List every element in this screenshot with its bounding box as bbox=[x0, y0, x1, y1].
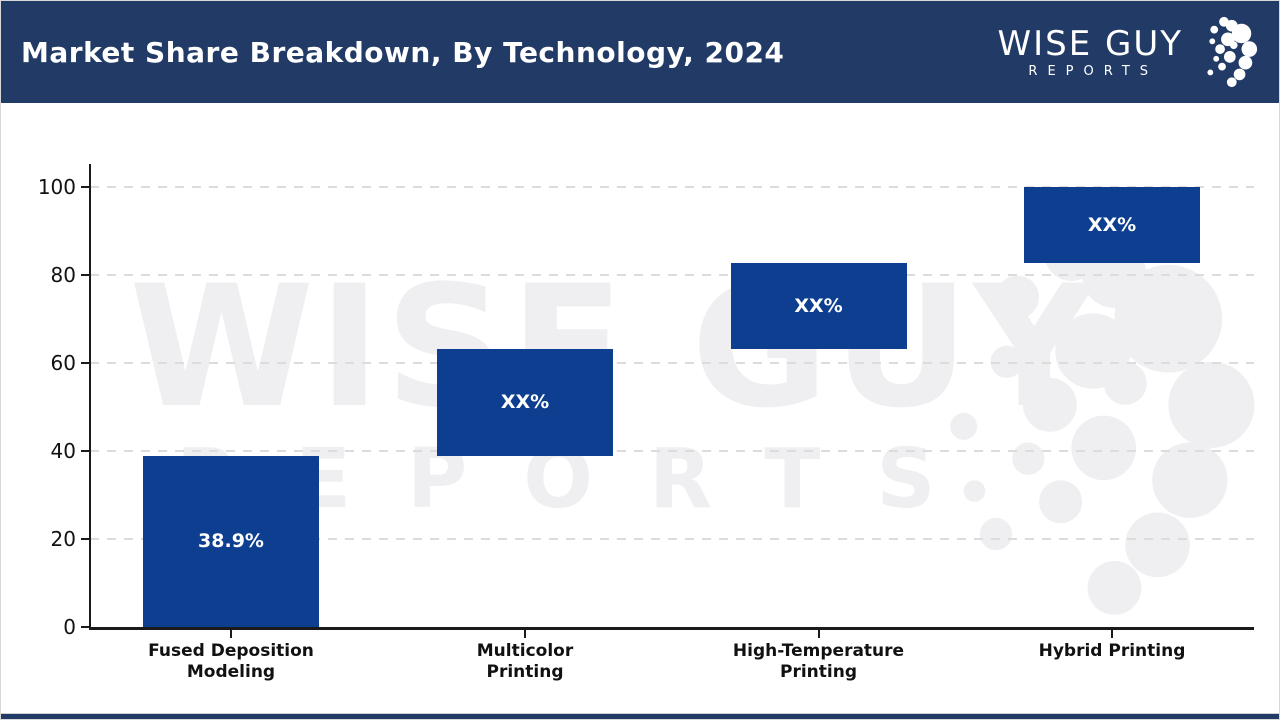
y-axis-tick-80 bbox=[81, 274, 89, 276]
bar-high-temperature-printing: XX% bbox=[730, 263, 907, 349]
gridline-20 bbox=[90, 538, 1254, 540]
watermark-face-dots bbox=[950, 227, 1255, 615]
brand-logo: WISE GUY REPORTS bbox=[997, 14, 1265, 90]
bar-value-label-multicolor-printing: XX% bbox=[500, 391, 550, 414]
brand-face-icon bbox=[1207, 16, 1258, 88]
gridline-60 bbox=[90, 362, 1254, 364]
report-header: Market Share Breakdown, By Technology, 2… bbox=[1, 1, 1279, 103]
x-axis-label-high-temperature-printing: High-Temperature Printing bbox=[732, 641, 905, 683]
y-axis-spine bbox=[89, 164, 91, 630]
bar-value-label-hybrid-printing: XX% bbox=[1087, 214, 1137, 237]
x-axis-label-hybrid-printing: Hybrid Printing bbox=[1038, 641, 1186, 661]
gridline-80 bbox=[90, 274, 1254, 276]
x-axis-tick-hybrid-printing bbox=[1111, 630, 1113, 638]
gridline-40 bbox=[90, 450, 1254, 452]
brand-name: WISE GUY bbox=[997, 23, 1183, 64]
y-axis-tick-label-60: 60 bbox=[50, 351, 76, 375]
y-axis-tick-label-0: 0 bbox=[63, 615, 76, 639]
footer-bar bbox=[1, 713, 1279, 719]
x-axis-tick-multicolor-printing bbox=[524, 630, 526, 638]
x-axis-tick-fused-deposition-modeling bbox=[230, 630, 232, 638]
y-axis-tick-100 bbox=[81, 186, 89, 188]
gridline-100 bbox=[90, 186, 1254, 188]
y-axis-tick-0 bbox=[81, 626, 89, 628]
bar-multicolor-printing: XX% bbox=[437, 348, 613, 456]
x-axis-label-fused-deposition-modeling: Fused Deposition Modeling bbox=[148, 641, 314, 683]
y-axis-tick-label-20: 20 bbox=[50, 527, 76, 551]
bar-hybrid-printing: XX% bbox=[1024, 187, 1200, 264]
y-axis-tick-60 bbox=[81, 362, 89, 364]
brand-subtitle: REPORTS bbox=[1028, 63, 1159, 79]
y-axis-tick-20 bbox=[81, 538, 89, 540]
y-axis-tick-label-100: 100 bbox=[37, 175, 76, 199]
x-axis-label-multicolor-printing: Multicolor Printing bbox=[476, 641, 574, 683]
bar-value-label-fused-deposition-modeling: 38.9% bbox=[198, 530, 264, 553]
y-axis-tick-label-80: 80 bbox=[50, 263, 76, 287]
page-title: Market Share Breakdown, By Technology, 2… bbox=[21, 35, 785, 69]
y-axis-tick-label-40: 40 bbox=[50, 439, 76, 463]
bar-value-label-high-temperature-printing: XX% bbox=[794, 295, 843, 317]
x-axis-spine bbox=[89, 627, 1254, 630]
x-axis-tick-high-temperature-printing bbox=[817, 630, 820, 638]
y-axis-tick-40 bbox=[81, 450, 89, 452]
bar-fused-deposition-modeling: 38.9% bbox=[143, 455, 319, 627]
